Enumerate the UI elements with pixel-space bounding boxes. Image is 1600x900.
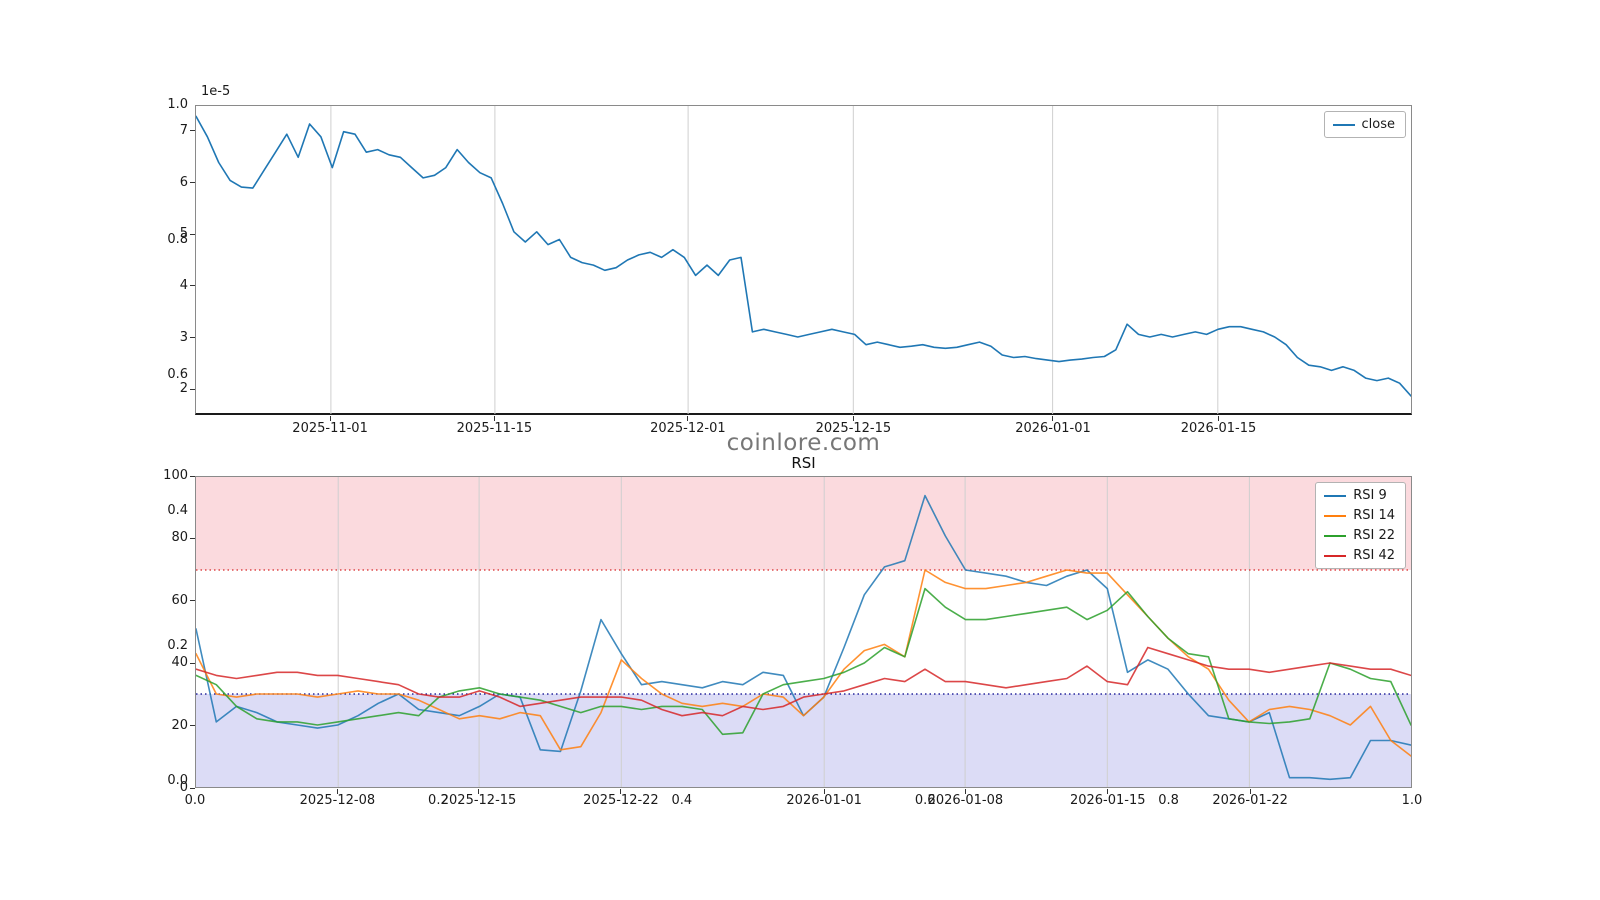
- legend-label-rsi-14: RSI 14: [1353, 508, 1395, 523]
- price-x-tick-label: 2025-11-01: [292, 421, 368, 436]
- tick-mark: [190, 182, 195, 183]
- rsi-y-tick-label: 60: [171, 592, 188, 608]
- tick-mark: [190, 600, 195, 602]
- price-x-tick-label: 2026-01-01: [1015, 421, 1091, 436]
- rsi-x-tick-label: 2025-12-15: [440, 793, 517, 808]
- rsi-x-tick-label: 2026-01-01: [786, 793, 862, 808]
- rsi-y-tick-label: 20: [171, 717, 188, 733]
- rsi-42-line-swatch: [1324, 554, 1347, 557]
- tick-mark: [823, 789, 825, 794]
- price-y-tick-label: 6: [179, 174, 188, 190]
- overlay-x-tick-label: 0.4: [671, 793, 693, 808]
- overlay-y-tick-label: 1.0: [167, 97, 188, 112]
- rsi-y-tick-label: 100: [163, 468, 188, 483]
- rsi-chart-title: RSI: [791, 454, 816, 472]
- tick-mark: [687, 416, 689, 421]
- tick-mark: [190, 233, 195, 235]
- rsi-y-tick-label: 40: [171, 655, 188, 671]
- legend-label-rsi-9: RSI 9: [1353, 488, 1387, 503]
- watermark: coinlore.com: [726, 430, 881, 456]
- legend-item-rsi-22: RSI 22: [1324, 528, 1395, 543]
- price-y-tick-label: 4: [179, 277, 188, 293]
- price-y-tick-label: 3: [179, 329, 188, 345]
- rsi-y-tick-label: 80: [171, 530, 188, 546]
- tick-mark: [1249, 789, 1251, 794]
- rsi-x-tick-label: 2026-01-22: [1212, 793, 1288, 808]
- price-y-tick-label: 5: [179, 226, 188, 242]
- tick-mark: [964, 789, 966, 794]
- overlay-y-tick-label: 0.4: [167, 502, 188, 518]
- rsi-x-tick-label: 2025-12-22: [583, 793, 659, 808]
- tick-mark: [190, 725, 195, 727]
- legend-item-rsi-9: RSI 9: [1324, 488, 1395, 503]
- rsi-14-line-swatch: [1324, 514, 1347, 517]
- overlay-y-tick-label: 0.8: [167, 232, 188, 248]
- tick-mark: [1107, 789, 1109, 794]
- overlay-x-tick-label: 1.0: [1401, 793, 1423, 808]
- overlay-y-tick-label: 0.0: [167, 773, 188, 788]
- y-axis-offset-label: 1e-5: [201, 84, 231, 99]
- tick-mark: [478, 789, 480, 794]
- rsi-x-tick-label: 2026-01-08: [927, 793, 1004, 808]
- rsi-22-line-swatch: [1324, 534, 1347, 537]
- tick-mark: [190, 285, 195, 287]
- rsi-9-line-swatch: [1324, 494, 1347, 497]
- tick-mark: [190, 475, 195, 477]
- price-legend: close: [1323, 111, 1406, 138]
- price-x-tick-label: 2025-12-01: [650, 421, 726, 436]
- rsi-x-tick-label: 2025-12-08: [299, 793, 376, 808]
- tick-mark: [190, 130, 195, 132]
- tick-mark: [1217, 416, 1219, 421]
- price-y-tick-label: 7: [179, 122, 188, 138]
- legend-label-rsi-42: RSI 42: [1353, 548, 1395, 563]
- overlay-x-tick-label: 0.0: [184, 793, 206, 808]
- tick-mark: [852, 416, 854, 421]
- tick-mark: [493, 416, 495, 421]
- tick-mark: [190, 388, 195, 390]
- tick-mark: [190, 787, 195, 789]
- tick-mark: [190, 537, 195, 539]
- close-line-swatch: [1332, 123, 1355, 126]
- tick-mark: [336, 789, 338, 794]
- overlay-y-tick-label: 0.2: [167, 637, 188, 653]
- price-x-tick-label: 2025-11-15: [456, 421, 533, 436]
- legend-item-rsi-42: RSI 42: [1324, 548, 1395, 563]
- overlay-x-tick-label: 0.8: [1158, 793, 1179, 808]
- tick-mark: [329, 416, 331, 421]
- price-plot-area: [195, 105, 1412, 415]
- rsi-y-tick-label: 0: [179, 780, 188, 795]
- overlay-x-tick-label: 0.6: [914, 793, 936, 808]
- tick-mark: [620, 789, 622, 794]
- overlay-y-tick-label: 0.6: [167, 367, 188, 383]
- tick-mark: [190, 337, 195, 338]
- legend-item-rsi-14: RSI 14: [1324, 508, 1395, 523]
- legend-label-close: close: [1361, 117, 1395, 132]
- price-y-tick-label: 2: [179, 381, 188, 397]
- tick-mark: [190, 662, 195, 664]
- legend-item-close: close: [1332, 117, 1395, 132]
- rsi-x-tick-label: 2026-01-15: [1069, 793, 1146, 808]
- tick-mark: [1052, 416, 1054, 421]
- overlay-x-tick-label: 0.2: [428, 793, 449, 808]
- price-x-tick-label: 2026-01-15: [1180, 421, 1257, 436]
- rsi-plot-area: [195, 476, 1412, 788]
- rsi-legend: RSI 9 RSI 14 RSI 22 RSI 42: [1315, 482, 1406, 569]
- legend-label-rsi-22: RSI 22: [1353, 528, 1395, 543]
- price-x-tick-label: 2025-12-15: [815, 421, 892, 436]
